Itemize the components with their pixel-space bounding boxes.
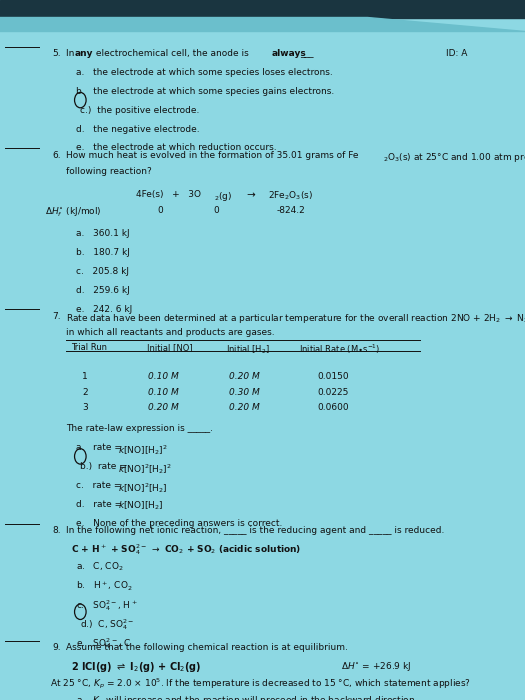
Polygon shape bbox=[0, 18, 525, 32]
Text: a.   360.1 kJ: a. 360.1 kJ bbox=[76, 229, 130, 238]
Text: d.   rate =: d. rate = bbox=[76, 500, 125, 509]
Text: Trial Run: Trial Run bbox=[71, 343, 107, 352]
Text: d.)  C, SO$_4^{2-}$: d.) C, SO$_4^{2-}$ bbox=[80, 617, 135, 632]
Text: always: always bbox=[271, 49, 306, 58]
Text: 3: 3 bbox=[82, 403, 88, 412]
Text: 0.0600: 0.0600 bbox=[318, 403, 349, 412]
Text: b.   the electrode at which some species gains electrons.: b. the electrode at which some species g… bbox=[76, 87, 334, 96]
Text: e.   242. 6 kJ: e. 242. 6 kJ bbox=[76, 304, 132, 314]
Text: any: any bbox=[75, 49, 93, 58]
Text: in which all reactants and products are gases.: in which all reactants and products are … bbox=[66, 328, 274, 337]
Text: b.   180.7 kJ: b. 180.7 kJ bbox=[76, 248, 130, 257]
Text: In the following net ionic reaction, _____ is the reducing agent and _____ is re: In the following net ionic reaction, ___… bbox=[66, 526, 444, 535]
Text: a.   C, CO$_2$: a. C, CO$_2$ bbox=[76, 561, 124, 573]
Text: 4Fe(s)   +   3O: 4Fe(s) + 3O bbox=[136, 190, 202, 199]
Text: Rate data have been determined at a particular temperature for the overall react: Rate data have been determined at a part… bbox=[66, 312, 525, 325]
Text: 0.10 M: 0.10 M bbox=[149, 372, 179, 382]
Text: ID: A: ID: A bbox=[446, 49, 468, 58]
Text: $_2$O$_3$(s) at 25°C and 1.00 atm pressure by the: $_2$O$_3$(s) at 25°C and 1.00 atm pressu… bbox=[383, 150, 525, 164]
Text: 7.: 7. bbox=[52, 312, 61, 321]
Text: At 25 °C, $K_p$ = 2.0 × 10$^5$. If the temperature is decreased to 15 °C, which : At 25 °C, $K_p$ = 2.0 × 10$^5$. If the t… bbox=[50, 676, 471, 691]
Text: 2Fe$_2$O$_3$(s): 2Fe$_2$O$_3$(s) bbox=[268, 190, 313, 202]
Text: following reaction?: following reaction? bbox=[66, 167, 151, 176]
Text: 9.: 9. bbox=[52, 643, 61, 652]
Text: 0.20 M: 0.20 M bbox=[229, 372, 259, 382]
Text: $k$[NO][H$_2$]$^2$: $k$[NO][H$_2$]$^2$ bbox=[118, 443, 167, 457]
Text: c.   SO$_4^{2-}$, H$^+$: c. SO$_4^{2-}$, H$^+$ bbox=[76, 598, 138, 613]
Text: e.   None of the preceding answers is correct.: e. None of the preceding answers is corr… bbox=[76, 519, 282, 528]
Text: Assume that the following chemical reaction is at equilibrium.: Assume that the following chemical react… bbox=[66, 643, 348, 652]
Text: C + H$^+$ + SO$_4^{2-}$ $\rightarrow$ CO$_2$ + SO$_2$ (acidic solution): C + H$^+$ + SO$_4^{2-}$ $\rightarrow$ CO… bbox=[71, 542, 301, 557]
Text: a.   rate =: a. rate = bbox=[76, 443, 125, 452]
Text: electrochemical cell, the anode is: electrochemical cell, the anode is bbox=[93, 49, 251, 58]
Text: Initial Rate (M$\bullet$s$^{-1}$): Initial Rate (M$\bullet$s$^{-1}$) bbox=[299, 343, 381, 356]
Text: c.)  the positive electrode.: c.) the positive electrode. bbox=[80, 106, 200, 115]
Text: 1: 1 bbox=[82, 372, 88, 382]
Text: b.)  rate =: b.) rate = bbox=[80, 462, 130, 471]
Text: 0.30 M: 0.30 M bbox=[229, 388, 259, 397]
Polygon shape bbox=[0, 0, 525, 18]
Text: 2 ICl(g) $\rightleftharpoons$ I$_2$(g) + Cl$_2$(g): 2 ICl(g) $\rightleftharpoons$ I$_2$(g) +… bbox=[71, 660, 202, 674]
Text: d.   the negative electrode.: d. the negative electrode. bbox=[76, 125, 200, 134]
Text: Initial [NO]: Initial [NO] bbox=[147, 343, 193, 352]
Text: ___: ___ bbox=[300, 49, 314, 58]
Text: e.   SO$_4^{2-}$, C: e. SO$_4^{2-}$, C bbox=[76, 636, 132, 651]
Text: $\rightarrow$: $\rightarrow$ bbox=[235, 190, 257, 200]
Text: $\Delta H^{\circ}$ = +26.9 kJ: $\Delta H^{\circ}$ = +26.9 kJ bbox=[341, 660, 412, 673]
Text: $_2$(g): $_2$(g) bbox=[214, 190, 233, 203]
Text: $k$[NO][H$_2$]: $k$[NO][H$_2$] bbox=[118, 500, 163, 512]
Text: How much heat is evolved in the formation of 35.01 grams of Fe: How much heat is evolved in the formatio… bbox=[66, 150, 358, 160]
Text: $\Delta H_f^{\circ}$ (kJ/mol): $\Delta H_f^{\circ}$ (kJ/mol) bbox=[45, 206, 101, 219]
Text: 8.: 8. bbox=[52, 526, 61, 535]
Text: 2: 2 bbox=[82, 388, 88, 397]
Text: 0: 0 bbox=[214, 206, 219, 215]
Text: $k$[NO]$^2$[H$_2$]: $k$[NO]$^2$[H$_2$] bbox=[118, 481, 167, 495]
Text: a.   the electrode at which some species loses electrons.: a. the electrode at which some species l… bbox=[76, 68, 333, 77]
Text: $k$[NO]$^2$[H$_2$]$^2$: $k$[NO]$^2$[H$_2$]$^2$ bbox=[118, 462, 172, 476]
Text: 0.10 M: 0.10 M bbox=[149, 388, 179, 397]
Text: In: In bbox=[66, 49, 77, 58]
Text: d.   259.6 kJ: d. 259.6 kJ bbox=[76, 286, 130, 295]
Text: The rate-law expression is _____.: The rate-law expression is _____. bbox=[66, 424, 213, 433]
Text: Initial [H$_2$]: Initial [H$_2$] bbox=[226, 343, 269, 356]
Text: 0.0225: 0.0225 bbox=[318, 388, 349, 397]
Text: 5.: 5. bbox=[52, 49, 61, 58]
Text: 0.0150: 0.0150 bbox=[318, 372, 349, 382]
Text: a.   $K_p$ will increase and the reaction will proceed in the backward direction: a. $K_p$ will increase and the reaction … bbox=[76, 695, 418, 700]
Text: b.   H$^+$, CO$_2$: b. H$^+$, CO$_2$ bbox=[76, 580, 133, 593]
Text: 0.20 M: 0.20 M bbox=[149, 403, 179, 412]
Text: c.   rate =: c. rate = bbox=[76, 481, 124, 490]
Text: -824.2: -824.2 bbox=[277, 206, 306, 215]
Text: e.   the electrode at which reduction occurs.: e. the electrode at which reduction occu… bbox=[76, 144, 277, 153]
Text: 6.: 6. bbox=[52, 150, 61, 160]
Text: c.   205.8 kJ: c. 205.8 kJ bbox=[76, 267, 129, 276]
Text: 0: 0 bbox=[158, 206, 163, 215]
Text: 0.20 M: 0.20 M bbox=[229, 403, 259, 412]
